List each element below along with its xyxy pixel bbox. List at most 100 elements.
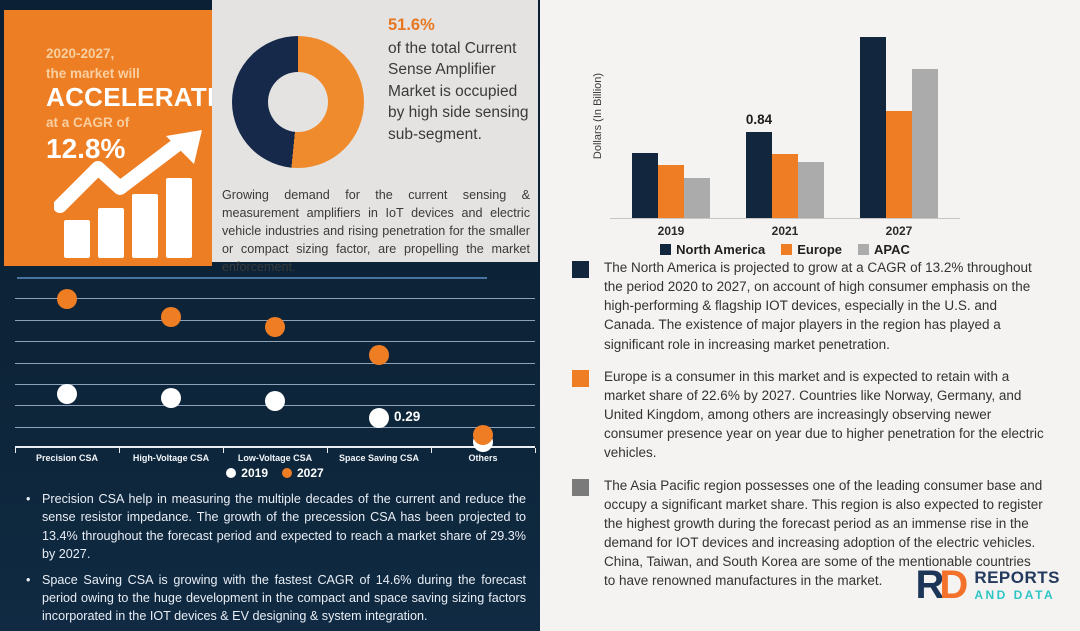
dot-plot-gridline: [15, 341, 535, 343]
bar-group-2019: [632, 152, 710, 218]
dot-plot-axis-tick: [327, 448, 328, 453]
dot-2027-Others: [473, 424, 493, 445]
highlight-emphasis: ACCELERATE: [46, 82, 212, 113]
bar-annotation: 0.84: [745, 112, 773, 128]
highlight-line4: at a CAGR of: [46, 115, 130, 131]
dot-2019-Space Saving CSA: [369, 407, 389, 428]
dot-2019-High-Voltage CSA: [161, 388, 181, 409]
highlight-cagr-value: 12.8%: [46, 132, 126, 164]
stat-description: of the total Current Sense Amplifier Mar…: [388, 40, 529, 143]
bar-chart-x-label: 2019: [657, 224, 685, 238]
dot-plot-x-axis: [15, 446, 535, 448]
dot-2019-Low-Voltage CSA: [265, 391, 285, 412]
logo-subtitle: AND DATA: [974, 588, 1056, 602]
dot-plot-category-label: Space Saving CSA: [338, 453, 420, 463]
apac-text: The Asia Pacific region possesses one of…: [604, 477, 1043, 589]
bar-group-2021: 0.84: [746, 112, 824, 218]
bar-2019-APAC: [684, 178, 710, 218]
bar-legend-item-APAC: APAC: [858, 242, 910, 257]
growth-chart-icon: [54, 130, 202, 258]
legend-label: APAC: [874, 242, 910, 257]
bullet-precision-csa: Precision CSA help in measuring the mult…: [20, 490, 526, 564]
dot-plot-axis-tick: [223, 448, 224, 453]
dot-plot-axis-tick: [535, 448, 536, 453]
dot-plot-axis-tick: [431, 448, 432, 453]
legend-label: Europe: [797, 242, 843, 257]
bar-legend-item-North America: North America: [660, 242, 765, 257]
dot-plot-category-label: Low-Voltage CSA: [237, 453, 313, 463]
legend-square-icon: [781, 244, 793, 255]
left-panel: 2020-2027, the market will ACCELERATE at…: [0, 0, 540, 631]
stat-value: 51.6%: [388, 16, 435, 34]
region-item-europe: Europe is a consumer in this market and …: [572, 367, 1044, 463]
highlight-period: 2020-2027,: [46, 46, 115, 61]
bar-chart-x-label: 2027: [885, 224, 913, 238]
dot-plot-category-labels: Precision CSA High-Voltage CSA Low-Voltage…: [15, 453, 535, 463]
dot-plot-gridline: [15, 383, 535, 385]
dot-plot-gridline: [15, 298, 535, 300]
dot-plot-annotation: 0.29: [394, 408, 421, 424]
stat-card: 51.6% of the total Current Sense Amplifi…: [212, 0, 538, 274]
bar-2021-North America: [746, 132, 772, 218]
dot-plot-gridline: [15, 426, 535, 428]
logo-mark-icon: R D: [916, 565, 969, 605]
bar-legend-item-Europe: Europe: [781, 242, 842, 257]
highlight-line2: the market will: [46, 65, 140, 81]
legend-label: 2027: [297, 466, 324, 480]
market-driver-paragraph: Growing demand for the current sensing &…: [222, 188, 530, 274]
dot-plot-legend: 2019 2027: [15, 466, 535, 480]
bar-2021-Europe: [772, 153, 798, 218]
dot-plot-category-label: High-Voltage CSA: [132, 453, 210, 463]
logo-letter-d: D: [939, 563, 969, 607]
bar-2027-Europe: [886, 110, 912, 218]
region-item-apac: The Asia Pacific region possesses one of…: [572, 476, 1044, 591]
legend-label: North America: [676, 242, 766, 257]
dot-2027-Low-Voltage CSA: [265, 316, 285, 337]
bar-chart-x-label: 2021: [771, 224, 799, 238]
bullet-space-saving-csa: Space Saving CSA is growing with the fas…: [20, 571, 526, 626]
bar-chart-x-labels: 2019 2021 2027: [610, 224, 960, 238]
dot-plot-legend-item: 2019: [226, 466, 268, 480]
bar-2019-Europe: [658, 164, 684, 218]
legend-square-icon: [660, 244, 672, 255]
regional-bar-chart: 0.84: [610, 30, 960, 219]
bar-2021-APAC: [798, 161, 824, 218]
bar-2019-North America: [632, 152, 658, 218]
north-america-swatch-icon: [572, 261, 589, 278]
bar-chart-legend: North America Europe APAC: [580, 242, 990, 257]
legend-square-icon: [858, 244, 870, 255]
dot-2019-Precision CSA: [57, 384, 77, 405]
dot-plot-axis-tick: [15, 448, 16, 453]
donut-hole: [268, 72, 328, 132]
cagr-highlight-box: 2020-2027, the market will ACCELERATE at…: [4, 10, 212, 266]
dot-2027-Precision CSA: [57, 288, 77, 309]
reports-and-data-logo: R D REPORTS AND DATA: [916, 565, 1060, 605]
region-summary-list: The North America is projected to grow a…: [572, 258, 1044, 604]
legend-label: 2019: [241, 466, 268, 480]
bar-2027-North America: [860, 37, 886, 218]
csa-dot-plot: 0.29: [15, 277, 536, 453]
region-item-north-america: The North America is projected to grow a…: [572, 258, 1044, 354]
europe-swatch-icon: [572, 369, 589, 387]
north-america-text: The North America is projected to grow a…: [604, 260, 1032, 352]
stat-block: 51.6% of the total Current Sense Amplifi…: [388, 16, 532, 145]
bar-chart-y-axis-label: Dollars (In Billion): [592, 72, 604, 160]
dot-plot-gridline: [15, 362, 535, 364]
dot-plot-legend-item: 2027: [282, 466, 324, 480]
bar-group-2027: [860, 37, 938, 218]
dot-plot-accent-line: [17, 277, 487, 279]
right-panel: Dollars (In Billion) 0.84 2019 2021 2027 N…: [540, 0, 1080, 631]
logo-text: REPORTS AND DATA: [974, 568, 1060, 602]
dot-plot-axis-tick: [119, 448, 120, 453]
dot-plot-category-label: Others: [468, 453, 498, 463]
legend-dot-icon: [282, 468, 292, 478]
dot-plot-category-label: Precision CSA: [35, 453, 99, 463]
logo-letter-r: R: [915, 563, 945, 607]
europe-text: Europe is a consumer in this market and …: [604, 368, 1044, 461]
dot-2027-High-Voltage CSA: [161, 307, 181, 328]
legend-dot-icon: [226, 468, 237, 478]
logo-title: REPORTS: [974, 568, 1060, 587]
donut-chart: [232, 36, 364, 168]
insight-bullet-list: Precision CSA help in measuring the mult…: [20, 490, 526, 631]
